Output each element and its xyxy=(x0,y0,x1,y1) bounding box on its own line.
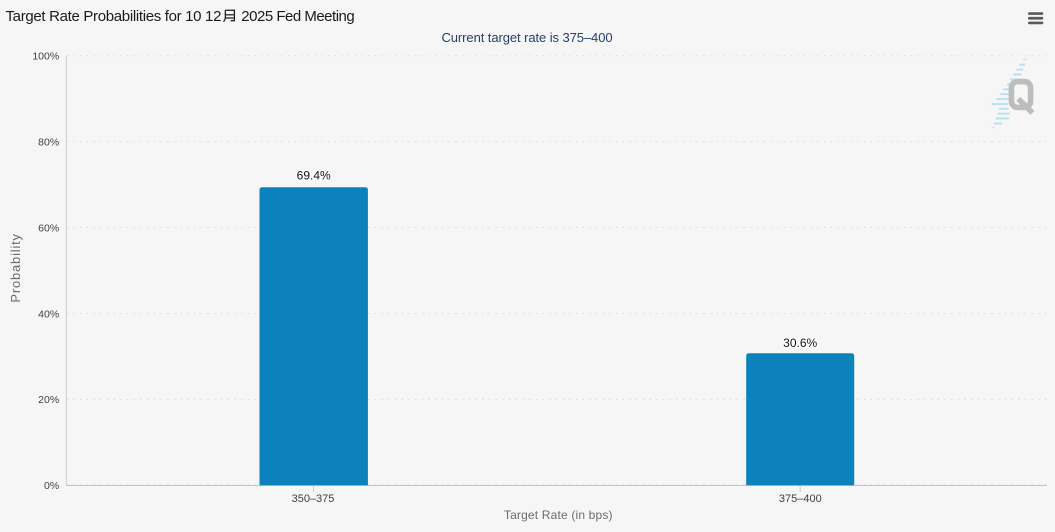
svg-text:Target Rate Probabilities for: Target Rate Probabilities for 10 12 xyxy=(6,8,222,25)
svg-text:69.4%: 69.4% xyxy=(297,169,331,183)
svg-text:Current target rate is 375–400: Current target rate is 375–400 xyxy=(441,30,612,45)
svg-text:30.6%: 30.6% xyxy=(783,336,817,350)
svg-text:0%: 0% xyxy=(44,480,59,492)
svg-text:60%: 60% xyxy=(38,222,59,234)
svg-text:Probability: Probability xyxy=(8,233,23,303)
svg-text:Target Rate (in bps): Target Rate (in bps) xyxy=(504,508,613,522)
svg-text:2025 Fed Meeting: 2025 Fed Meeting xyxy=(241,8,354,25)
svg-text:40%: 40% xyxy=(38,308,59,320)
svg-text:100%: 100% xyxy=(32,51,59,63)
svg-text:20%: 20% xyxy=(38,394,59,406)
svg-text:350–375: 350–375 xyxy=(292,493,335,505)
svg-text:375–400: 375–400 xyxy=(779,493,822,505)
svg-text:80%: 80% xyxy=(38,136,59,148)
